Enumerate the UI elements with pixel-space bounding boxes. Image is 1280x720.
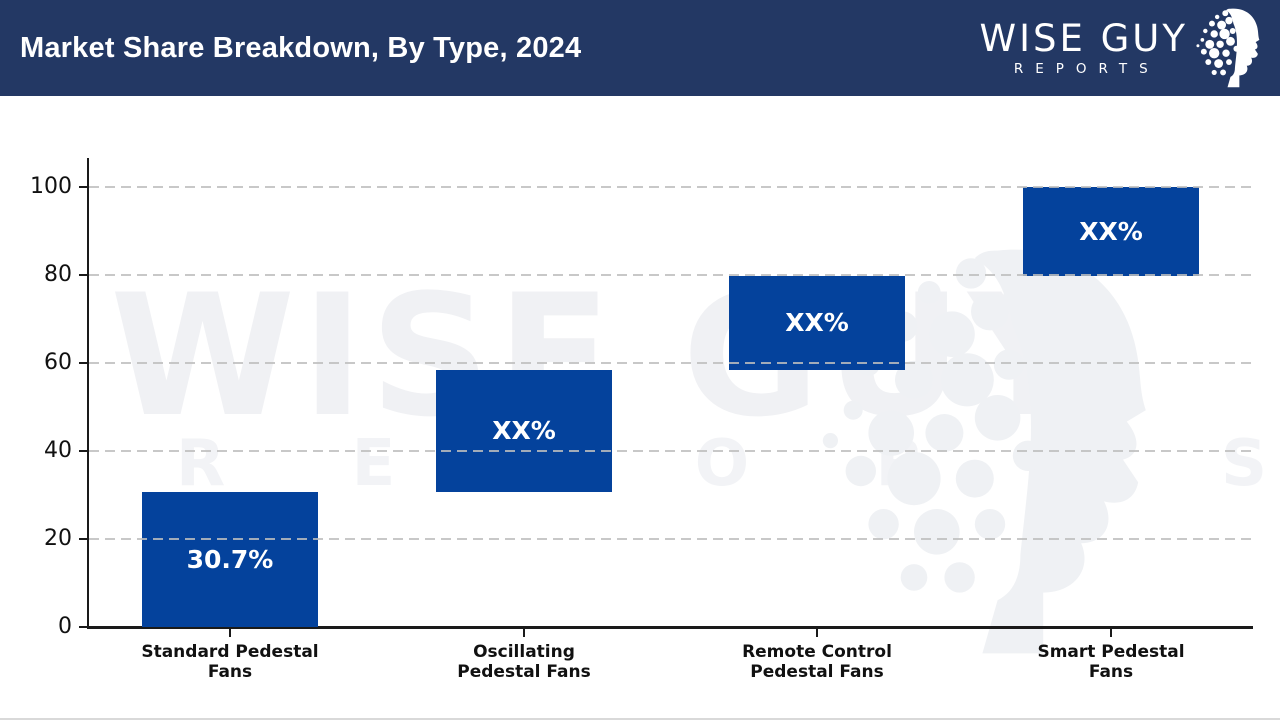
plot-area: 30.7% XX% XX% XX% 0 20 40 60 80 100 Standard Pede…: [0, 96, 1280, 718]
page-title: Market Share Breakdown, By Type, 2024: [20, 31, 582, 64]
y-tick-mark: [79, 450, 87, 452]
y-tick-mark: [79, 626, 87, 628]
y-tick-mark: [79, 362, 87, 364]
bar-value-label: XX%: [492, 416, 556, 446]
x-tick-mark: [1110, 629, 1112, 637]
wise-guy-logo: WISE GUY REPORTS: [980, 6, 1266, 90]
gridline: [89, 186, 1253, 188]
logo-reports-text: REPORTS: [1013, 60, 1160, 77]
y-tick-mark: [79, 274, 87, 276]
gridline: [89, 538, 1253, 540]
y-axis-line: [87, 158, 89, 629]
y-tick-mark: [79, 538, 87, 540]
header: Market Share Breakdown, By Type, 2024 WI…: [0, 0, 1280, 96]
x-axis-line: [87, 626, 1253, 629]
logo-wise-guy-text: WISE GUY: [979, 16, 1188, 60]
x-tick-mark: [816, 629, 818, 637]
bar-segment: XX%: [729, 275, 905, 371]
x-category-label: Remote Control Pedestal Fans: [742, 642, 892, 682]
gridline: [89, 274, 1253, 276]
x-category-label: Oscillating Pedestal Fans: [457, 642, 591, 682]
bar-segment: XX%: [1023, 187, 1199, 276]
gridline: [89, 362, 1253, 364]
y-tick-label: 80: [44, 262, 72, 287]
gridline: [89, 450, 1253, 452]
bar-segment: XX%: [436, 370, 612, 492]
bar-value-label: XX%: [785, 308, 849, 338]
y-tick-label: 20: [44, 526, 72, 551]
bar-value-label: XX%: [1079, 216, 1143, 246]
y-tick-label: 40: [44, 438, 72, 463]
y-tick-label: 100: [30, 174, 72, 199]
x-tick-mark: [523, 629, 525, 637]
y-tick-label: 60: [44, 350, 72, 375]
logo-head-icon: [1196, 8, 1260, 88]
logo-text: WISE GUY REPORTS: [980, 20, 1188, 77]
x-category-label: Standard Pedestal Fans: [141, 642, 319, 682]
x-tick-mark: [229, 629, 231, 637]
y-tick-mark: [79, 186, 87, 188]
bar-value-label: 30.7%: [186, 544, 274, 574]
x-category-label: Smart Pedestal Fans: [1037, 642, 1185, 682]
bar-segment: 30.7%: [142, 491, 318, 627]
y-tick-label: 0: [58, 614, 72, 639]
